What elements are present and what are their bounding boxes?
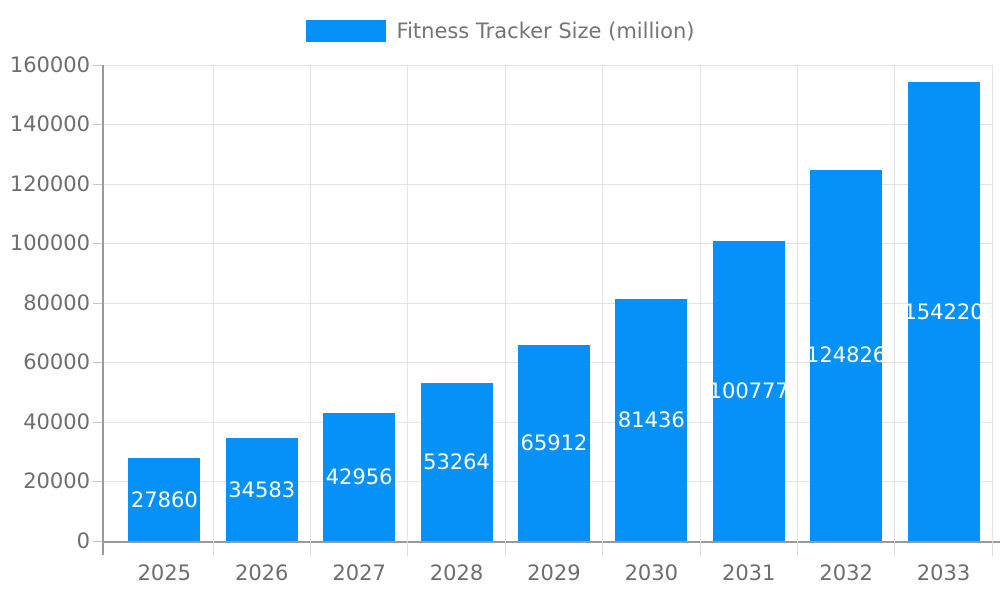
y-tick xyxy=(93,481,103,482)
h-gridline xyxy=(103,124,992,125)
bar[interactable] xyxy=(907,82,980,541)
x-tick xyxy=(309,541,311,556)
v-gridline xyxy=(602,65,604,541)
x-tick-label: 2025 xyxy=(137,561,192,585)
y-tick-label: 0 xyxy=(76,528,90,553)
x-tick xyxy=(796,541,798,556)
x-tick xyxy=(699,541,701,556)
x-tick-label: 2026 xyxy=(234,561,289,585)
y-tick-label: 140000 xyxy=(9,112,90,136)
v-gridline xyxy=(504,65,506,541)
x-tick xyxy=(504,541,506,556)
bar[interactable] xyxy=(517,344,590,541)
x-tick xyxy=(602,541,604,556)
bar[interactable] xyxy=(712,241,785,541)
y-tick-label: 100000 xyxy=(9,231,90,255)
v-gridline xyxy=(309,65,311,541)
v-gridline xyxy=(796,65,798,541)
bar[interactable] xyxy=(420,382,493,541)
x-tick xyxy=(212,541,214,556)
v-gridline xyxy=(894,65,896,541)
x-tick-label: 2031 xyxy=(721,561,776,585)
x-axis-line xyxy=(103,541,1000,543)
y-axis-line xyxy=(102,65,104,555)
y-tick-label: 160000 xyxy=(9,52,90,77)
v-gridline xyxy=(212,65,214,541)
y-tick-label: 120000 xyxy=(9,171,90,196)
y-tick xyxy=(93,64,103,66)
bar-value-label: 65912 xyxy=(520,430,588,455)
bar-value-label: 154220 xyxy=(903,299,984,324)
h-gridline xyxy=(103,243,992,244)
v-gridline xyxy=(699,65,701,541)
legend-swatch[interactable] xyxy=(305,20,386,42)
x-tick-label: 2030 xyxy=(624,561,679,585)
bar-value-label: 81436 xyxy=(617,407,685,432)
y-tick-label: 40000 xyxy=(23,409,90,434)
bar[interactable] xyxy=(810,169,883,541)
bar-value-label: 124826 xyxy=(806,343,887,368)
legend[interactable]: Fitness Tracker Size (million) xyxy=(0,17,1000,45)
y-tick xyxy=(93,124,103,125)
y-tick xyxy=(93,540,103,542)
bar[interactable] xyxy=(323,413,396,541)
y-tick xyxy=(93,243,103,244)
x-tick-label: 2027 xyxy=(332,561,386,585)
bar-value-label: 53264 xyxy=(423,449,490,474)
h-gridline xyxy=(103,183,992,185)
bar-value-label: 27860 xyxy=(130,487,198,512)
y-tick xyxy=(93,302,103,304)
x-tick-label: 2032 xyxy=(819,561,873,585)
y-tick-label: 60000 xyxy=(23,350,90,374)
legend-label: Fitness Tracker Size (million) xyxy=(396,19,695,43)
x-tick xyxy=(991,541,993,556)
bar-value-label: 34583 xyxy=(228,477,296,502)
v-gridline xyxy=(991,65,993,541)
x-tick-label: 2033 xyxy=(916,561,971,585)
y-tick-label: 80000 xyxy=(23,290,90,315)
y-tick xyxy=(93,362,103,363)
y-tick xyxy=(93,421,103,423)
bar[interactable] xyxy=(615,298,688,541)
x-tick-label: 2028 xyxy=(429,561,484,585)
x-tick xyxy=(407,541,409,556)
y-tick xyxy=(93,183,103,185)
h-gridline xyxy=(103,302,992,304)
bar-value-label: 42956 xyxy=(325,465,393,490)
v-gridline xyxy=(407,65,409,541)
h-gridline xyxy=(103,64,992,66)
x-tick xyxy=(894,541,896,556)
bar[interactable] xyxy=(225,438,298,541)
x-tick-label: 2029 xyxy=(527,561,581,585)
bar[interactable] xyxy=(128,458,201,541)
y-tick-label: 20000 xyxy=(23,469,90,493)
bar-value-label: 100777 xyxy=(708,379,789,404)
